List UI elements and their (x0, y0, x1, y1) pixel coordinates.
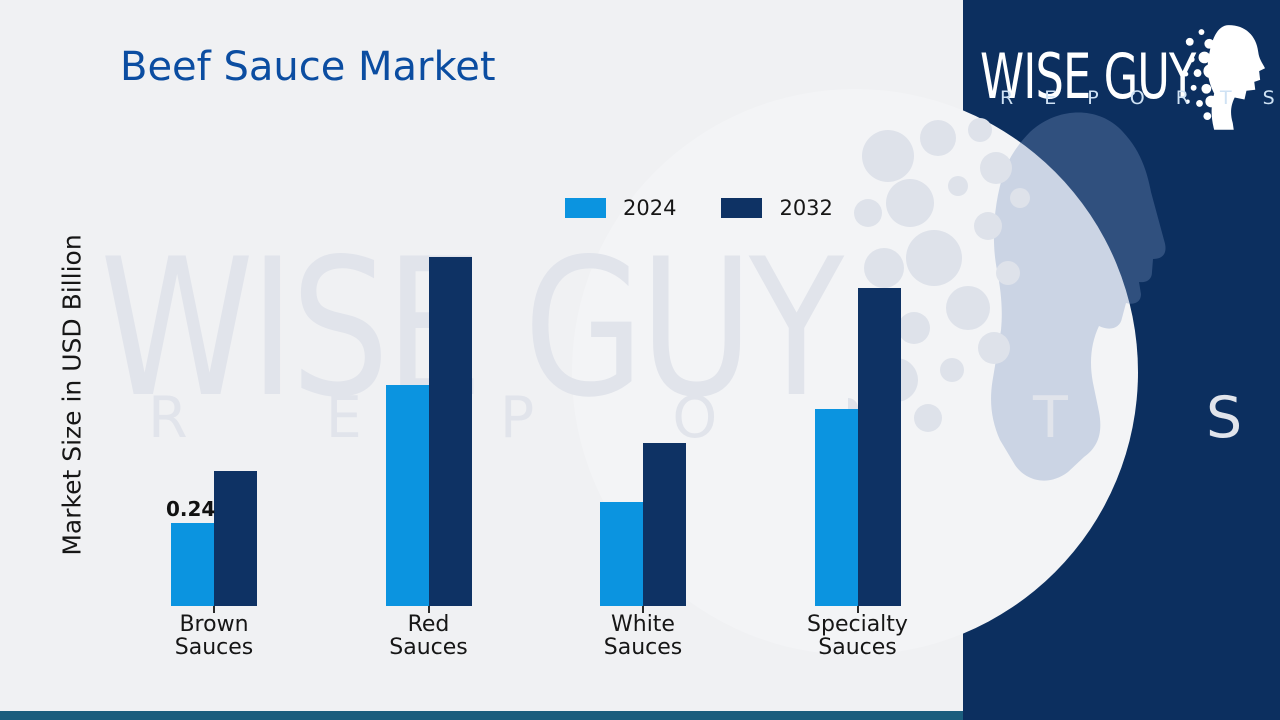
bar-2024-white-sauces (600, 502, 643, 606)
category-label: Red Sauces (389, 612, 468, 660)
category-label: White Sauces (603, 612, 683, 660)
x-axis-tick (213, 606, 215, 613)
legend-label-2032: 2032 (779, 196, 833, 220)
logo-wordmark: WISE GUY (980, 40, 1196, 113)
bar-2032-brown-sauces (214, 471, 257, 606)
logo-reports-label: R E P O R T S (1000, 87, 1280, 109)
watermark-wordmark: WISE GUY (100, 218, 844, 439)
bar-value-label: 0.24 (166, 497, 216, 521)
face-silhouette-watermark (991, 112, 1166, 481)
category-label: Specialty Sauces (807, 612, 908, 660)
bar-2024-red-sauces (385, 385, 429, 606)
x-axis-tick (427, 606, 430, 613)
x-axis-tick (642, 606, 644, 613)
bar-2032-specialty-sauces (857, 288, 901, 606)
head-profile-with-dots-icon (1183, 25, 1266, 130)
bar-2024-brown-sauces (171, 523, 214, 606)
bar-2024-specialty-sauces (814, 409, 858, 606)
x-axis-tick (856, 606, 859, 613)
footer-accent-bar (0, 711, 963, 720)
legend-swatch-2024 (565, 198, 606, 218)
legend-item-2024: 2024 (565, 196, 676, 220)
watermark-reports: R E P O R T S (148, 385, 1280, 451)
legend-item-2032: 2032 (721, 196, 833, 220)
legend-swatch-2032 (721, 198, 763, 218)
bar-2032-white-sauces (643, 443, 686, 606)
legend: 2024 2032 (565, 196, 833, 220)
category-label: Brown Sauces (174, 612, 254, 660)
legend-label-2024: 2024 (623, 196, 677, 220)
page-title: Beef Sauce Market (120, 44, 496, 90)
bar-2032-red-sauces (428, 257, 472, 606)
